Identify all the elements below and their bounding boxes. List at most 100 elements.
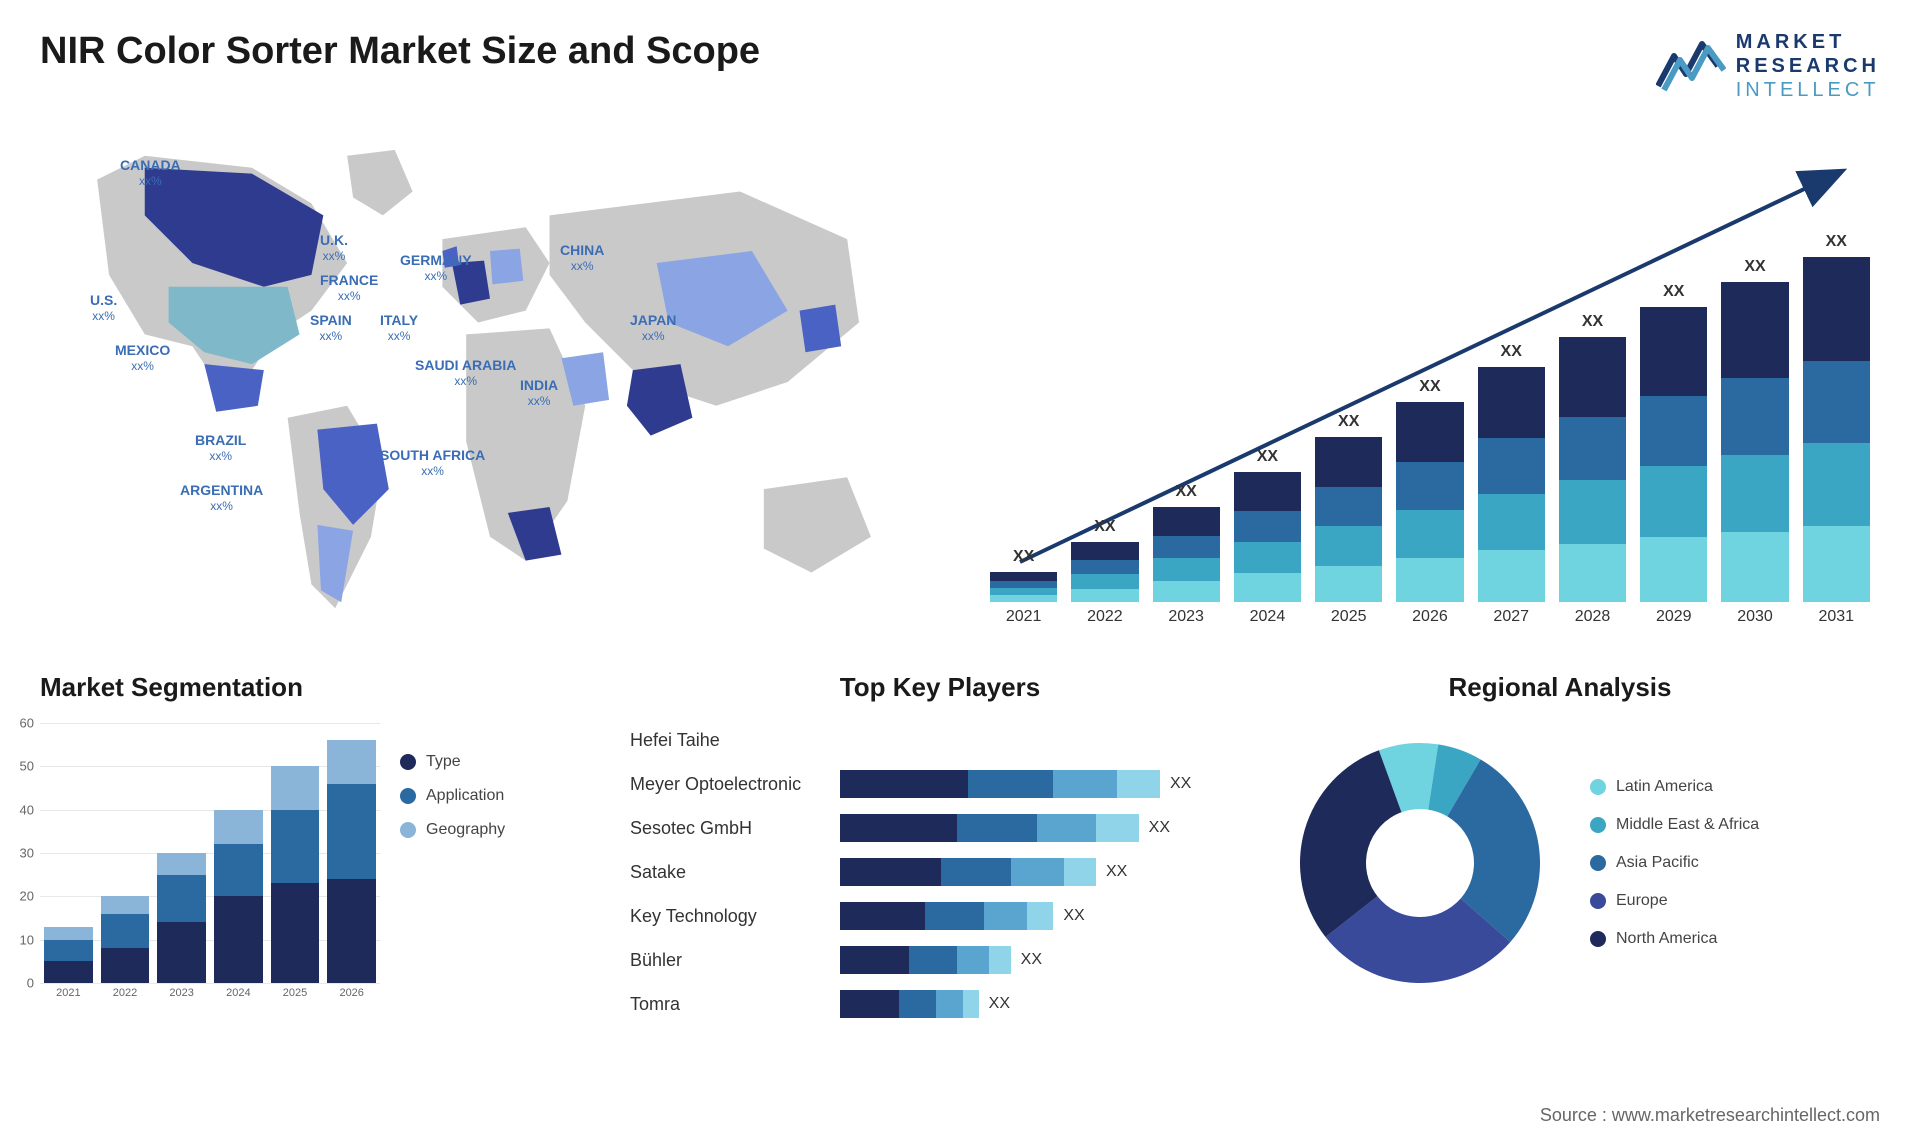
players-section: Top Key Players Hefei Taihe Meyer Optoele… [630, 672, 1250, 1052]
growth-bar-label: XX [1501, 343, 1522, 361]
growth-bar: XX2028 [1559, 337, 1626, 602]
player-bar [840, 814, 1139, 842]
player-bar [840, 990, 979, 1018]
seg-bar: 2023 [157, 853, 206, 983]
player-name: Hefei Taihe [630, 730, 840, 751]
growth-bar: XX2027 [1478, 367, 1545, 602]
world-map: CANADAxx%U.S.xx%MEXICOxx%BRAZILxx%ARGENT… [40, 132, 940, 632]
map-label: SPAINxx% [310, 312, 352, 343]
seg-y-tick: 30 [20, 846, 34, 861]
growth-bar-label: XX [1744, 258, 1765, 276]
map-label: SOUTH AFRICAxx% [380, 447, 485, 478]
map-label: SAUDI ARABIAxx% [415, 357, 516, 388]
map-label: INDIAxx% [520, 377, 558, 408]
regional-donut [1280, 723, 1560, 1003]
seg-y-tick: 50 [20, 759, 34, 774]
map-label: ITALYxx% [380, 312, 418, 343]
brand-logo: MARKET RESEARCH INTELLECT [1656, 30, 1880, 102]
player-name: Sesotec GmbH [630, 818, 840, 839]
player-bar [840, 858, 1096, 886]
seg-year-label: 2022 [113, 987, 137, 999]
map-label: CANADAxx% [120, 157, 181, 188]
growth-bar-label: XX [1663, 283, 1684, 301]
growth-year-label: 2026 [1412, 608, 1448, 626]
map-label: GERMANYxx% [400, 252, 472, 283]
growth-year-label: 2027 [1493, 608, 1529, 626]
growth-bar-label: XX [1013, 548, 1034, 566]
player-row: Bühler XX [630, 943, 1250, 977]
source-text: Source : www.marketresearchintellect.com [1540, 1105, 1880, 1126]
growth-bar: XX2025 [1315, 437, 1382, 602]
player-name: Satake [630, 862, 840, 883]
player-value: XX [989, 995, 1010, 1013]
player-name: Bühler [630, 950, 840, 971]
seg-year-label: 2023 [169, 987, 193, 999]
player-name: Tomra [630, 994, 840, 1015]
seg-bar: 2025 [271, 766, 320, 983]
regional-section: Regional Analysis Latin AmericaMiddle Ea… [1280, 672, 1840, 1052]
regional-legend: Latin AmericaMiddle East & AfricaAsia Pa… [1590, 778, 1759, 948]
growth-chart: XX2021XX2022XX2023XX2024XX2025XX2026XX20… [980, 132, 1880, 632]
growth-year-label: 2031 [1818, 608, 1854, 626]
player-row: Key Technology XX [630, 899, 1250, 933]
player-value: XX [1063, 907, 1084, 925]
segmentation-section: Market Segmentation 01020304050602021202… [40, 672, 600, 1052]
growth-bar: XX2022 [1071, 542, 1138, 602]
growth-bar: XX2024 [1234, 472, 1301, 602]
player-name: Meyer Optoelectronic [630, 774, 840, 795]
region-legend-item: Asia Pacific [1590, 854, 1759, 872]
seg-legend-item: Application [400, 787, 505, 805]
regional-title: Regional Analysis [1280, 672, 1840, 703]
map-label: U.K.xx% [320, 232, 348, 263]
player-value: XX [1170, 775, 1191, 793]
growth-bar: XX2029 [1640, 307, 1707, 602]
growth-bar-label: XX [1338, 413, 1359, 431]
seg-legend-item: Geography [400, 821, 505, 839]
growth-bar-label: XX [1582, 313, 1603, 331]
players-chart: Hefei Taihe Meyer Optoelectronic XX Sesotec… [630, 723, 1250, 1021]
growth-bar: XX2021 [990, 572, 1057, 602]
segmentation-legend: TypeApplicationGeography [400, 723, 505, 839]
seg-y-tick: 40 [20, 802, 34, 817]
map-label: JAPANxx% [630, 312, 676, 343]
seg-bar: 2026 [327, 740, 376, 983]
map-label: MEXICOxx% [115, 342, 170, 373]
growth-year-label: 2024 [1250, 608, 1286, 626]
map-label: CHINAxx% [560, 242, 604, 273]
player-row: Hefei Taihe [630, 723, 1250, 757]
map-label: FRANCExx% [320, 272, 378, 303]
players-title: Top Key Players [630, 672, 1250, 703]
segmentation-title: Market Segmentation [40, 672, 600, 703]
page-title: NIR Color Sorter Market Size and Scope [40, 30, 760, 73]
growth-bar: XX2026 [1396, 402, 1463, 602]
seg-bar: 2022 [101, 896, 150, 983]
growth-year-label: 2028 [1575, 608, 1611, 626]
player-bar [840, 770, 1160, 798]
seg-bar: 2024 [214, 810, 263, 983]
player-row: Tomra XX [630, 987, 1250, 1021]
growth-bar: XX2031 [1803, 257, 1870, 602]
seg-y-tick: 0 [27, 976, 34, 991]
seg-year-label: 2021 [56, 987, 80, 999]
growth-year-label: 2029 [1656, 608, 1692, 626]
growth-bar-label: XX [1419, 378, 1440, 396]
map-label: U.S.xx% [90, 292, 117, 323]
seg-year-label: 2026 [339, 987, 363, 999]
growth-bar-label: XX [1826, 233, 1847, 251]
growth-bar-label: XX [1257, 448, 1278, 466]
map-label: ARGENTINAxx% [180, 482, 263, 513]
logo-line1: MARKET [1736, 30, 1880, 54]
logo-line3: INTELLECT [1736, 78, 1880, 102]
region-legend-item: Middle East & Africa [1590, 816, 1759, 834]
player-value: XX [1021, 951, 1042, 969]
seg-bar: 2021 [44, 927, 93, 983]
player-value: XX [1106, 863, 1127, 881]
growth-bar-label: XX [1175, 483, 1196, 501]
player-bar [840, 946, 1011, 974]
segmentation-chart: 0102030405060202120222023202420252026 [40, 723, 380, 1003]
seg-y-tick: 60 [20, 716, 34, 731]
seg-year-label: 2024 [226, 987, 250, 999]
seg-y-tick: 10 [20, 932, 34, 947]
player-row: Meyer Optoelectronic XX [630, 767, 1250, 801]
player-name: Key Technology [630, 906, 840, 927]
